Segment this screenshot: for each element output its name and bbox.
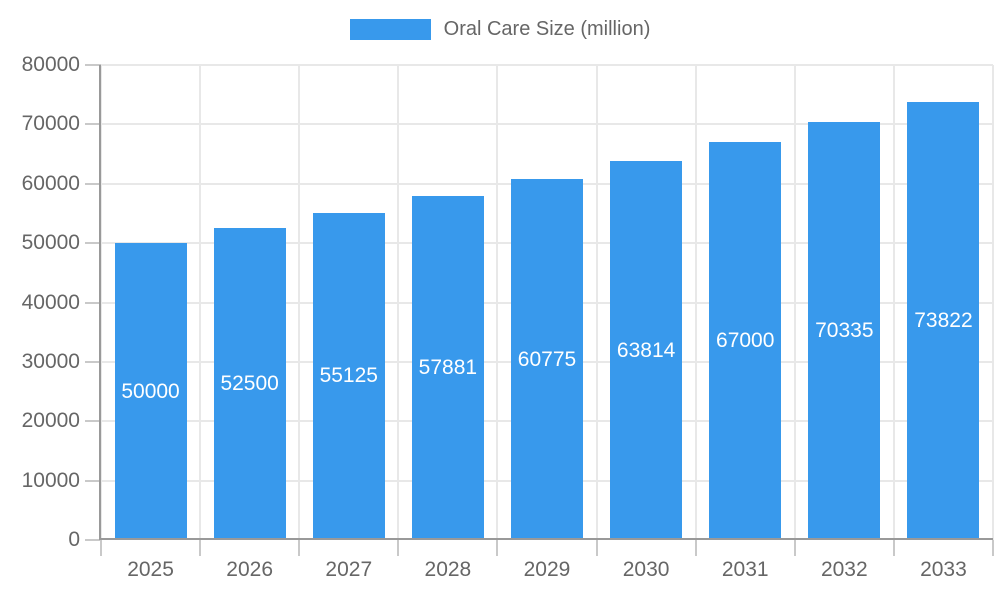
bar-value-label: 55125 bbox=[319, 364, 378, 388]
x-axis-line bbox=[99, 538, 993, 540]
y-tick-label: 20000 bbox=[21, 409, 80, 433]
bar-value-label: 70335 bbox=[815, 319, 874, 343]
x-axis-tick bbox=[397, 540, 400, 556]
gridline-vertical bbox=[595, 65, 598, 540]
gridline-vertical bbox=[298, 65, 301, 540]
bar[interactable] bbox=[511, 179, 583, 540]
x-axis-tick bbox=[892, 540, 895, 556]
y-tick-label: 40000 bbox=[21, 290, 80, 314]
x-tick-label: 2032 bbox=[820, 558, 868, 581]
y-axis-tick bbox=[85, 479, 101, 482]
x-tick-label: 2028 bbox=[424, 558, 472, 581]
x-axis-tick bbox=[694, 540, 697, 556]
x-tick-label: 2031 bbox=[721, 558, 769, 581]
bar[interactable] bbox=[213, 228, 286, 540]
legend-label: Oral Care Size (million) bbox=[443, 17, 651, 40]
gridline-vertical bbox=[992, 65, 994, 540]
y-tick-label: 0 bbox=[68, 528, 80, 551]
x-axis-tick bbox=[496, 540, 499, 556]
x-axis-tick bbox=[199, 540, 202, 556]
gridline-horizontal bbox=[101, 123, 993, 126]
y-axis-tick bbox=[85, 301, 101, 304]
y-axis-tick bbox=[85, 420, 101, 423]
bar-value-label: 52500 bbox=[220, 372, 279, 396]
x-axis-tick bbox=[793, 540, 796, 556]
bar-value-label: 63814 bbox=[616, 338, 676, 362]
gridline-vertical bbox=[397, 65, 400, 540]
y-axis-tick bbox=[85, 539, 101, 541]
bar[interactable] bbox=[808, 122, 881, 540]
x-axis-tick bbox=[100, 540, 102, 556]
x-tick-label: 2030 bbox=[622, 558, 670, 581]
gridline-vertical bbox=[199, 65, 202, 540]
gridline-vertical bbox=[892, 65, 895, 540]
bar[interactable] bbox=[709, 142, 782, 540]
y-axis-tick bbox=[85, 64, 101, 66]
x-axis-tick bbox=[992, 540, 994, 556]
x-tick-label: 2029 bbox=[523, 558, 571, 581]
x-axis-tick bbox=[298, 540, 301, 556]
bar[interactable] bbox=[114, 243, 187, 540]
bar-value-label: 67000 bbox=[716, 329, 775, 353]
bar[interactable] bbox=[411, 196, 484, 540]
y-tick-label: 50000 bbox=[21, 231, 80, 255]
y-axis-tick bbox=[85, 242, 101, 245]
bar-value-label: 50000 bbox=[121, 379, 180, 403]
x-tick-label: 2025 bbox=[127, 558, 174, 581]
x-axis-tick bbox=[595, 540, 598, 556]
bar[interactable] bbox=[312, 212, 385, 540]
legend-swatch bbox=[349, 18, 431, 40]
bar-value-label: 60775 bbox=[517, 347, 577, 371]
gridline-vertical bbox=[694, 65, 697, 540]
x-tick-label: 2033 bbox=[920, 558, 967, 581]
y-axis-line bbox=[99, 65, 101, 540]
bar[interactable] bbox=[907, 101, 980, 540]
bar-value-label: 57881 bbox=[418, 356, 478, 380]
y-axis-tick bbox=[85, 123, 101, 126]
gridline-vertical bbox=[793, 65, 796, 540]
y-tick-label: 30000 bbox=[21, 349, 80, 373]
y-tick-label: 60000 bbox=[21, 171, 80, 195]
gridline-horizontal bbox=[101, 64, 993, 66]
x-tick-label: 2026 bbox=[226, 558, 274, 581]
y-axis-tick bbox=[85, 182, 101, 185]
y-tick-label: 10000 bbox=[21, 468, 80, 492]
gridline-vertical bbox=[496, 65, 499, 540]
plot-area: 0 10000 20000 30000 40000 50000 60000 70000 8000… bbox=[22, 53, 994, 581]
gridline-vertical bbox=[100, 65, 102, 540]
bar[interactable] bbox=[610, 161, 683, 540]
legend[interactable]: Oral Care Size (million) bbox=[0, 12, 1000, 46]
y-tick-label: 70000 bbox=[21, 112, 80, 136]
y-axis-tick bbox=[85, 360, 101, 363]
x-tick-label: 2027 bbox=[325, 558, 373, 581]
y-tick-label: 80000 bbox=[21, 53, 80, 76]
bar-value-label: 73822 bbox=[914, 308, 973, 332]
